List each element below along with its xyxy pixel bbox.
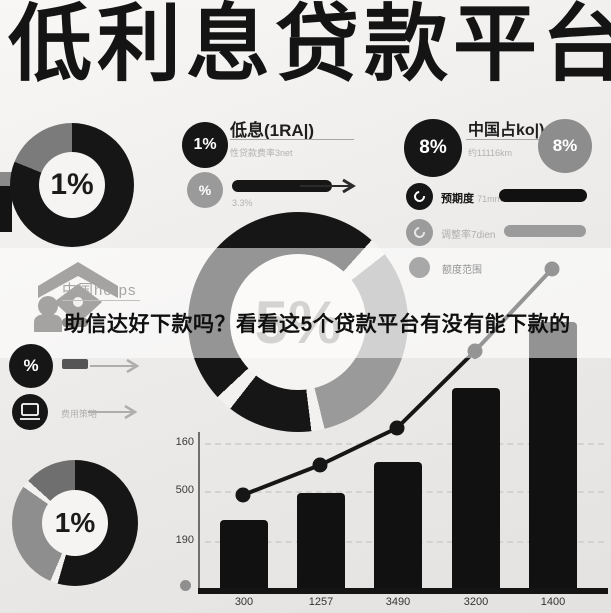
arrow-right-icon	[300, 178, 356, 194]
trend-point	[312, 457, 328, 473]
x-tick-label: 300	[234, 596, 254, 608]
right-badge-8pct: 8%	[404, 119, 462, 177]
donut-bottom-left-value: 1%	[42, 490, 108, 556]
row-b-pill	[504, 225, 586, 237]
edge-ring-fragment-gray	[0, 172, 12, 186]
arrow-right-icon	[90, 358, 140, 374]
page-title: 低利息贷款平台	[8, 0, 611, 91]
row-a-sub-text: 71mm	[477, 194, 503, 204]
row-c-label: 额度范围	[442, 265, 482, 276]
mini-progress-bar	[62, 359, 88, 369]
bar	[297, 493, 345, 588]
headline-text: 助信达好下款吗？看看这5个贷款平台有没有能下款的	[64, 313, 571, 336]
right-card-underline	[466, 139, 558, 140]
row-a-label: 预期度 71mm	[441, 190, 502, 206]
clock-icon	[406, 183, 433, 210]
mid-card-title: 低息(1RA|)	[230, 121, 315, 140]
right-card-title: 中国占ko|)	[468, 122, 545, 139]
mid-percent-badge: %	[187, 172, 223, 208]
mid-progress-pill	[232, 180, 332, 192]
edge-ring-fragment-black	[0, 186, 12, 232]
bar	[529, 322, 577, 588]
org-underline	[62, 300, 140, 301]
x-tick-label: 1400	[540, 596, 566, 608]
mid-card-subtitle: 性贷款费率3net	[230, 148, 293, 158]
trend-point	[389, 420, 405, 436]
clock-icon	[406, 219, 433, 246]
x-tick-label: 3200	[463, 596, 489, 608]
bar	[374, 462, 422, 588]
row-a-pill	[499, 189, 587, 202]
right-side-badge-8pct: 8%	[538, 119, 592, 173]
org-label: 中国horps	[62, 282, 137, 299]
row-a-label-text: 预期度	[441, 193, 474, 205]
donut-chart-bottom-left: 1%	[12, 460, 138, 586]
y-tick-label: 500	[175, 484, 194, 496]
right-card-subtitle: 约11116km	[468, 148, 513, 158]
y-tick-label: 190	[175, 534, 194, 546]
bar	[452, 388, 500, 588]
headline-band	[0, 248, 611, 358]
x-axis-line	[198, 588, 608, 594]
gridline	[205, 443, 604, 445]
monitor-icon	[12, 394, 48, 430]
mid-card-underline	[230, 139, 354, 140]
y-tick-label: 160	[175, 436, 194, 448]
bar	[220, 520, 268, 588]
x-tick-label: 3490	[385, 596, 411, 608]
monitor-row-label: 费用策略	[61, 409, 98, 419]
percent-badge: %	[9, 344, 53, 388]
donut-top-left-value: 1%	[39, 152, 105, 218]
donut-chart-top-left: 1%	[10, 123, 134, 247]
mid-card-footnote: 3.3%	[232, 198, 253, 208]
dot-icon	[409, 257, 430, 278]
axis-origin-dot	[180, 580, 191, 591]
x-tick-label: 1257	[308, 596, 334, 608]
arrow-right-icon	[88, 404, 138, 420]
faded-pill	[62, 318, 88, 327]
house-icon	[34, 262, 118, 332]
y-axis-line	[198, 432, 200, 590]
mid-badge-1pct: 1%	[182, 122, 228, 168]
row-b-label: 调整率7dien	[441, 230, 496, 241]
trend-point	[235, 487, 251, 503]
